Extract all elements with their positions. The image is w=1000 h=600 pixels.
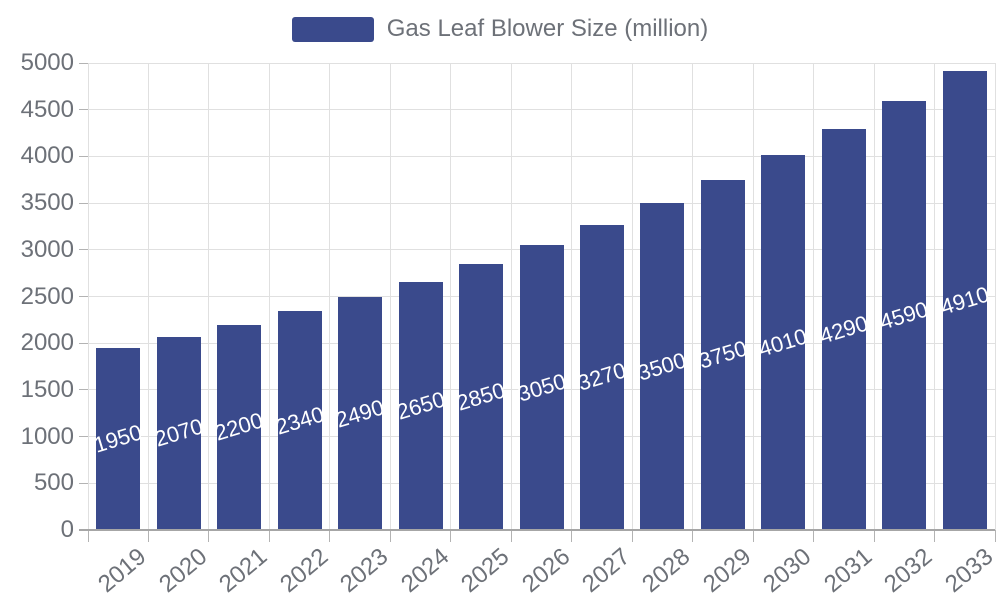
y-axis-label: 2000 xyxy=(20,329,74,357)
grid-line-y xyxy=(88,202,995,204)
y-axis-tick xyxy=(79,202,88,204)
x-axis-tick xyxy=(934,530,936,542)
y-axis-label: 5000 xyxy=(20,49,74,76)
grid-line-x xyxy=(147,63,149,530)
y-axis-label: 4500 xyxy=(20,95,74,123)
bar-2033[interactable] xyxy=(942,71,987,530)
y-axis-label: 3500 xyxy=(20,189,74,217)
bar-2026[interactable] xyxy=(519,245,564,530)
grid-line-y xyxy=(88,109,995,111)
y-axis-tick xyxy=(79,249,88,251)
x-axis-tick xyxy=(389,530,391,542)
y-axis-tick xyxy=(79,109,88,111)
x-axis-tick xyxy=(571,530,573,542)
y-axis-tick xyxy=(79,482,88,484)
grid-line-y xyxy=(88,155,995,157)
x-axis-tick xyxy=(813,530,815,542)
x-axis-tick xyxy=(329,530,331,542)
y-axis-label: 0 xyxy=(60,516,74,543)
grid-line-x xyxy=(994,63,996,530)
x-axis-tick xyxy=(268,530,270,542)
y-axis-tick xyxy=(79,296,88,297)
grid-line-x xyxy=(329,63,331,530)
grid-line-x xyxy=(813,63,815,530)
bar-2031[interactable] xyxy=(821,129,866,530)
y-axis-label: 500 xyxy=(33,469,74,497)
x-axis-tick xyxy=(994,530,996,542)
y-axis-label: 4000 xyxy=(20,142,74,170)
bar-2032[interactable] xyxy=(882,101,927,530)
x-axis-tick xyxy=(631,530,633,542)
x-axis-tick xyxy=(147,530,149,542)
y-axis-label: 1000 xyxy=(20,422,74,450)
grid-line-x xyxy=(510,63,512,530)
bar-2027[interactable] xyxy=(579,224,624,530)
x-axis-tick xyxy=(692,530,694,542)
legend-swatch xyxy=(291,16,374,42)
bar-2030[interactable] xyxy=(761,155,806,530)
bar-2020[interactable] xyxy=(156,336,201,530)
x-axis-tick xyxy=(873,530,875,542)
grid-line-x xyxy=(873,63,875,530)
y-axis-tick xyxy=(79,62,88,64)
bar-2022[interactable] xyxy=(277,311,322,530)
bar-2023[interactable] xyxy=(338,297,383,530)
y-axis-tick xyxy=(79,436,88,438)
legend-item[interactable]: Gas Leaf Blower Size (million) xyxy=(0,15,1000,43)
bar-2019[interactable] xyxy=(96,347,141,530)
bar-2029[interactable] xyxy=(700,179,745,530)
x-axis-tick xyxy=(450,530,452,542)
grid-line-x xyxy=(571,63,573,530)
bar-2024[interactable] xyxy=(398,282,443,530)
grid-line-y xyxy=(88,62,995,64)
grid-line-x xyxy=(208,63,210,530)
grid-line-x xyxy=(934,63,936,530)
y-axis-label: 1500 xyxy=(20,375,74,403)
grid-line-x xyxy=(268,63,270,530)
bar-2025[interactable] xyxy=(459,263,504,530)
x-axis-tick xyxy=(752,530,754,542)
grid-line-x xyxy=(450,63,452,530)
grid-line-x xyxy=(389,63,391,530)
x-axis-tick xyxy=(208,530,210,542)
grid-line-x xyxy=(752,63,754,530)
grid-line-x xyxy=(631,63,633,530)
x-axis-tick xyxy=(510,530,512,542)
x-axis-tick xyxy=(87,530,89,542)
legend-label: Gas Leaf Blower Size (million) xyxy=(386,15,709,42)
grid-line-x xyxy=(87,63,89,530)
bar-2028[interactable] xyxy=(640,203,685,530)
y-axis-tick xyxy=(79,155,88,157)
y-axis-label: 2500 xyxy=(20,282,74,310)
y-axis-tick xyxy=(79,342,88,344)
y-axis-label: 3000 xyxy=(20,235,74,263)
grid-line-x xyxy=(692,63,694,530)
y-axis-tick xyxy=(79,389,88,391)
x-axis-line xyxy=(79,529,995,531)
bar-2021[interactable] xyxy=(217,324,262,530)
x-axis-label: 2019 xyxy=(93,543,152,599)
